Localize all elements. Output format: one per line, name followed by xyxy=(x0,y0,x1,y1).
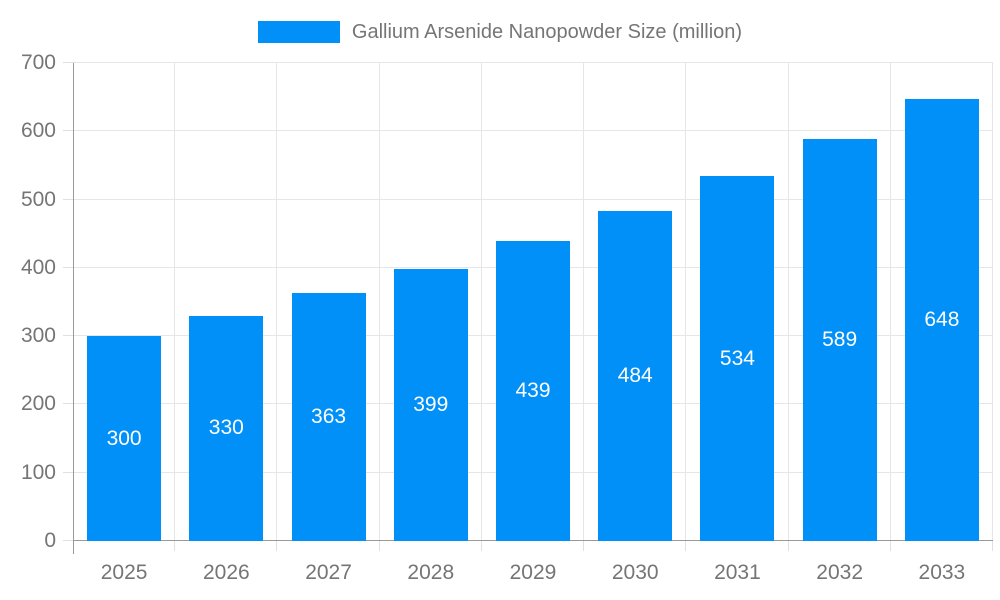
x-gridline xyxy=(992,63,993,541)
x-axis-tick xyxy=(480,541,482,551)
x-gridline xyxy=(276,63,278,541)
bar[interactable]: 399 xyxy=(393,268,468,541)
x-axis-category-label: 2033 xyxy=(918,561,966,584)
x-axis-tick xyxy=(276,541,278,551)
y-axis-tick-label: 700 xyxy=(20,51,56,74)
bar-value-label: 439 xyxy=(515,379,551,403)
legend-label: Gallium Arsenide Nanopowder Size (millio… xyxy=(351,20,743,43)
x-axis-category-label: 2030 xyxy=(611,561,659,584)
y-axis-tick xyxy=(63,471,73,473)
bar-value-label: 363 xyxy=(311,405,347,429)
x-axis-tick xyxy=(73,541,74,554)
y-axis-tick xyxy=(63,403,73,405)
y-axis-tick-label: 300 xyxy=(20,324,56,348)
y-axis-tick-label: 400 xyxy=(20,255,56,279)
x-axis-tick xyxy=(787,541,789,551)
bar[interactable]: 648 xyxy=(904,98,979,541)
x-axis-category-label: 2031 xyxy=(714,561,761,584)
bar-value-label: 484 xyxy=(617,363,653,387)
y-gridline xyxy=(73,62,993,63)
x-gridline xyxy=(174,63,176,541)
bar[interactable]: 589 xyxy=(802,138,877,541)
y-axis-tick-label: 200 xyxy=(20,392,56,416)
y-axis-tick xyxy=(63,266,73,268)
y-axis-tick xyxy=(63,540,73,541)
x-axis-tick xyxy=(583,541,585,551)
bar[interactable]: 439 xyxy=(496,241,570,541)
plot-area: 0 100 200 300 400 500 600 700 300 2025 330 2026 363 2… xyxy=(21,51,993,584)
bar[interactable]: 300 xyxy=(87,336,162,541)
x-gridline xyxy=(685,63,687,541)
y-axis-tick-label: 500 xyxy=(20,187,56,211)
x-axis-tick xyxy=(992,541,993,551)
bar-value-label: 300 xyxy=(106,426,142,450)
y-axis-tick xyxy=(63,130,73,132)
y-gridline xyxy=(73,130,993,132)
x-axis-category-label: 2028 xyxy=(407,561,455,584)
x-axis-tick xyxy=(685,541,687,551)
x-axis-category-label: 2026 xyxy=(202,561,250,584)
y-axis-tick xyxy=(63,198,73,200)
bar-value-label: 589 xyxy=(822,327,858,351)
bar[interactable]: 330 xyxy=(189,315,264,541)
bar-value-label: 648 xyxy=(924,307,960,331)
bar-value-label: 399 xyxy=(413,392,449,416)
x-axis-category-label: 2032 xyxy=(816,561,864,584)
bar[interactable]: 363 xyxy=(291,293,366,541)
y-axis-tick-label: 100 xyxy=(20,460,56,484)
x-axis-tick xyxy=(889,541,891,551)
x-gridline xyxy=(583,63,585,541)
legend-swatch-icon xyxy=(257,21,340,43)
x-gridline xyxy=(378,63,380,541)
x-gridline xyxy=(889,63,891,541)
bar-value-label: 534 xyxy=(719,346,755,370)
x-axis-category-label: 2029 xyxy=(509,561,557,584)
x-gridline xyxy=(480,63,482,541)
y-axis-tick xyxy=(63,335,73,337)
bar-value-label: 330 xyxy=(208,416,244,440)
y-axis-tick xyxy=(63,62,73,63)
x-axis-tick xyxy=(378,541,380,551)
y-axis-tick-label: 0 xyxy=(44,529,56,552)
x-axis-category-label: 2027 xyxy=(305,561,352,584)
x-axis-tick xyxy=(174,541,176,551)
y-gridline xyxy=(73,198,993,200)
y-axis-tick-label: 600 xyxy=(20,119,56,143)
x-axis-category-label: 2025 xyxy=(100,561,148,584)
x-gridline xyxy=(787,63,789,541)
y-axis-line xyxy=(73,63,74,541)
bar[interactable]: 484 xyxy=(598,210,673,541)
legend-item[interactable]: Gallium Arsenide Nanopowder Size (millio… xyxy=(0,17,1000,47)
bar[interactable]: 534 xyxy=(700,176,775,541)
